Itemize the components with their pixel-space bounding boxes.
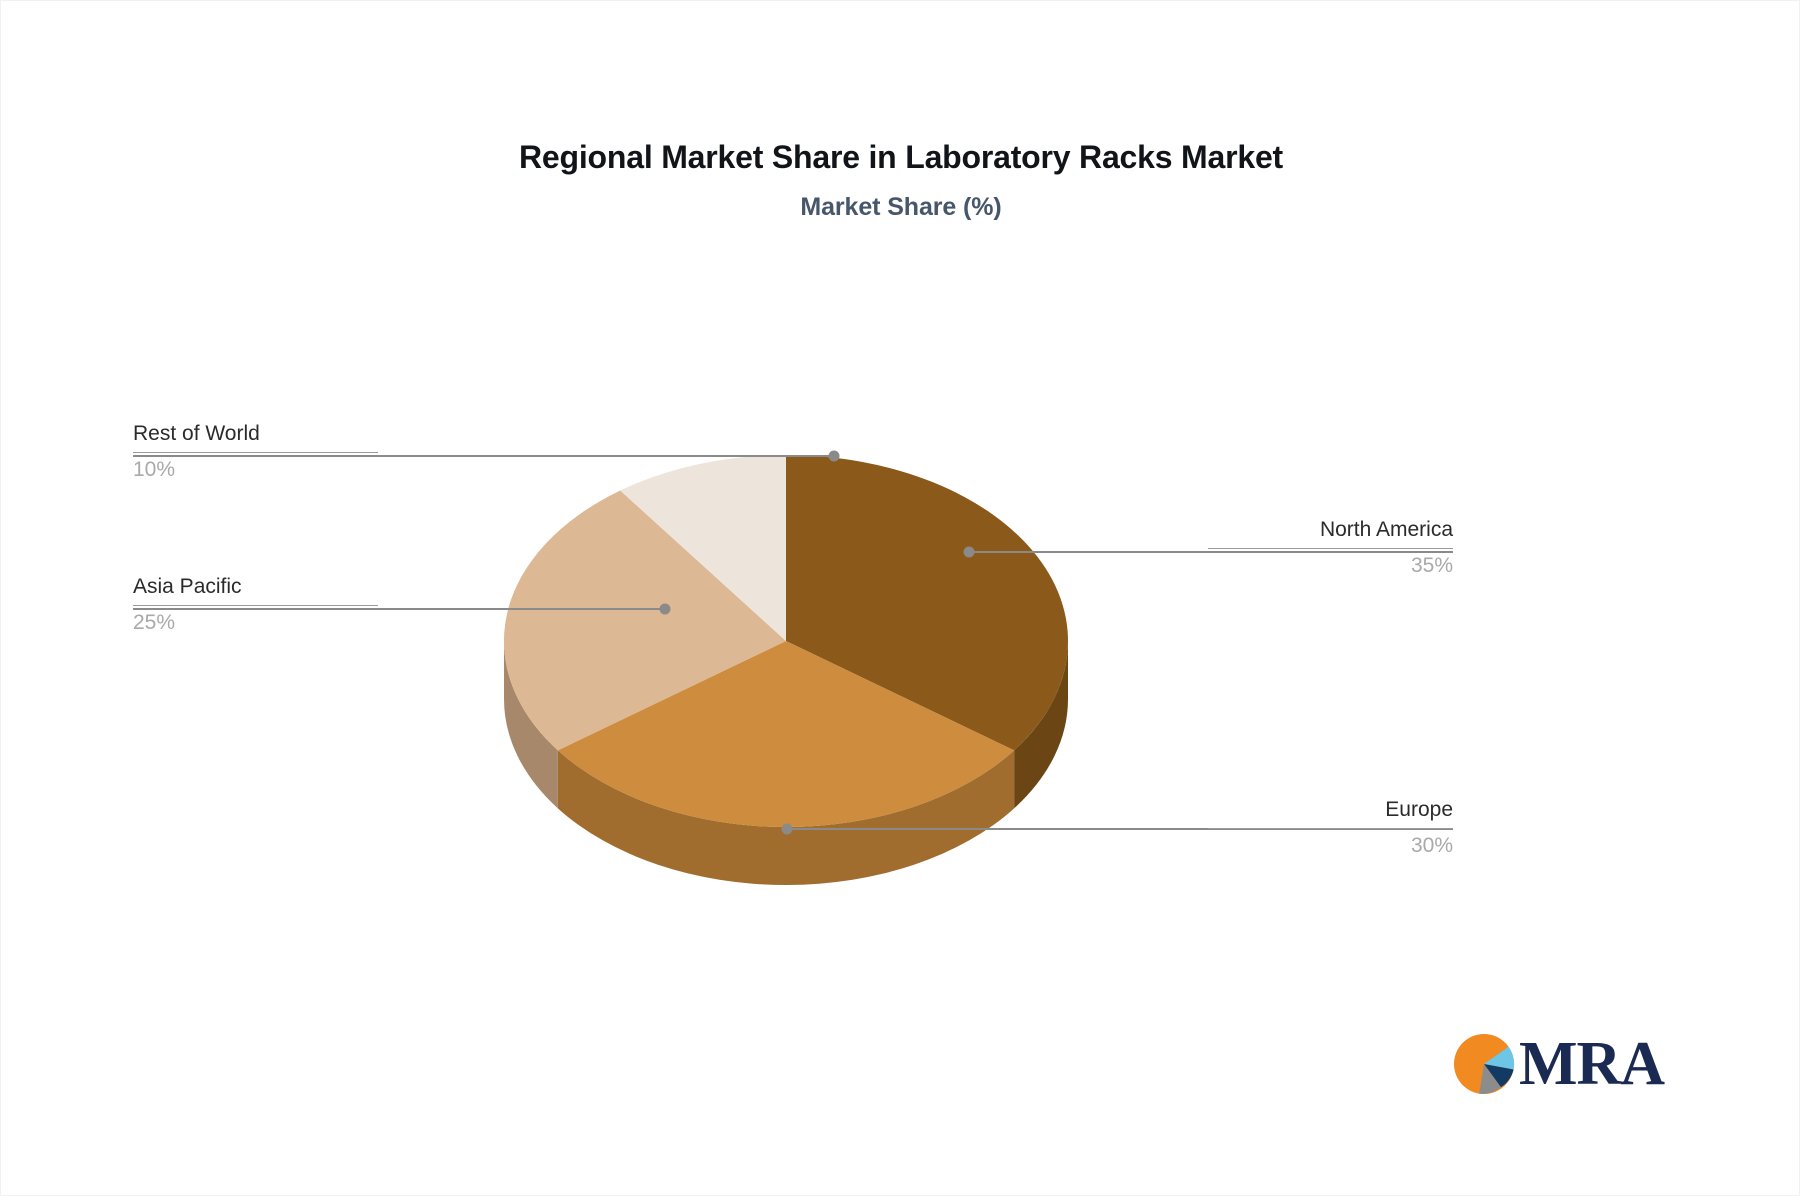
chart-subtitle: Market Share (%) [800, 193, 1002, 221]
leader-dot-europe [781, 823, 793, 835]
leader-dot-asia-pacific [659, 603, 671, 615]
callout-label-north-america: North America [1319, 518, 1453, 541]
callout-label-rest-of-world: Rest of World [133, 422, 260, 445]
callout-north-america: North America 35% [1208, 517, 1453, 580]
callout-europe: Europe 30% [1208, 797, 1453, 860]
pie-slice-asia-pacific[interactable] [503, 490, 786, 751]
callout-value-rest-of-world: 10% [133, 458, 176, 482]
pie-depth-europe [557, 750, 1015, 886]
leader-dot-north-america [963, 546, 975, 558]
pie-slice-europe[interactable] [557, 641, 1015, 828]
callout-rule [1208, 548, 1453, 550]
pie-slice-north-america[interactable] [786, 455, 1069, 751]
callout-value-asia-pacific: 25% [133, 611, 176, 635]
page-title: Regional Market Share in Laboratory Rack… [519, 139, 1283, 175]
callout-value-north-america: 35% [1410, 554, 1453, 578]
pie-slice-rest-of-world[interactable] [620, 455, 786, 641]
pie-depth-asia-pacific [504, 641, 558, 809]
logo-wordmark: MRA [1519, 1030, 1665, 1098]
pie-slices [503, 455, 1069, 828]
callout-asia-pacific: Asia Pacific 25% [133, 574, 378, 637]
callout-value-europe: 30% [1410, 834, 1453, 858]
pie-depth [504, 641, 1068, 886]
callout-rest-of-world: Rest of World 10% [133, 421, 378, 484]
pie-depth-north-america [1014, 641, 1068, 809]
callout-rule [133, 605, 378, 607]
callout-label-asia-pacific: Asia Pacific [133, 575, 242, 598]
callout-rule [1208, 828, 1453, 830]
callout-label-europe: Europe [1385, 798, 1453, 821]
pie-chart-icon [1454, 1034, 1515, 1094]
leader-dot-rest-of-world [828, 450, 840, 462]
callout-rule [133, 452, 378, 454]
brand-logo: MRA [1453, 1030, 1665, 1098]
